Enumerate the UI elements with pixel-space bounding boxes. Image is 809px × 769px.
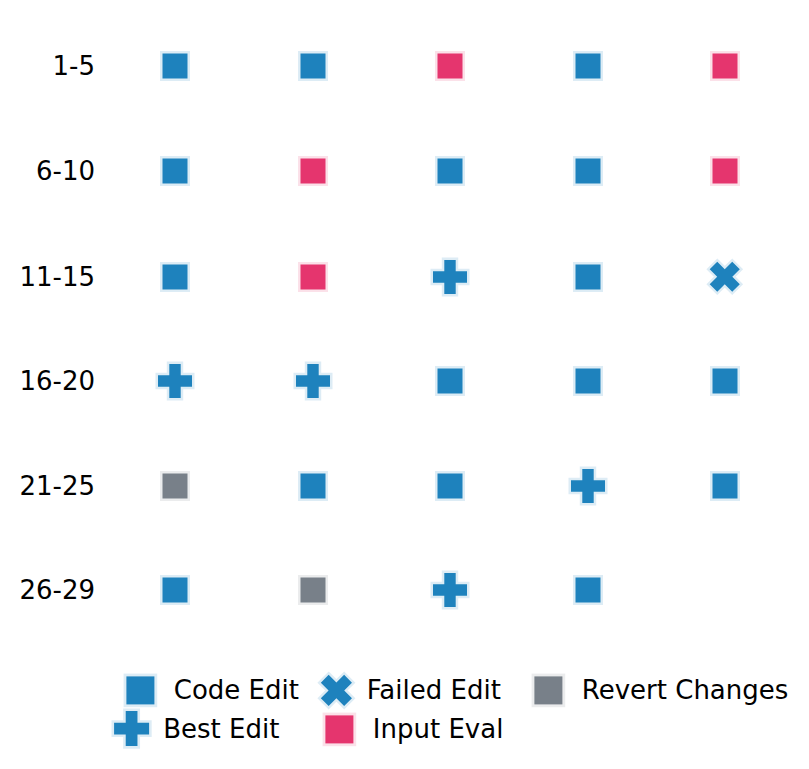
plus-icon — [430, 257, 470, 297]
square-icon — [293, 257, 333, 297]
square-icon — [155, 257, 195, 297]
legend-item-best-edit: Best Edit — [111, 709, 279, 749]
legend-label: Code Edit — [174, 675, 299, 705]
plus-icon — [430, 570, 470, 610]
y-tick-label: 11-15 — [0, 259, 95, 295]
marker-best-edit — [293, 361, 333, 401]
legend-label: Revert Changes — [582, 675, 789, 705]
square-icon — [430, 361, 470, 401]
square-icon — [118, 668, 163, 713]
marker-input-eval — [293, 257, 333, 297]
marker-code-edit — [568, 361, 608, 401]
x-icon — [317, 671, 356, 710]
square-icon — [705, 46, 745, 86]
marker-input-eval — [293, 151, 333, 191]
marker-code-edit — [705, 361, 745, 401]
square-icon — [317, 707, 362, 752]
marker-code-edit — [155, 257, 195, 297]
square-icon — [155, 46, 195, 86]
square-icon — [430, 151, 470, 191]
marker-code-edit — [568, 570, 608, 610]
y-tick-label: 26-29 — [0, 572, 95, 608]
legend-item-failed-edit: Failed Edit — [317, 670, 501, 710]
legend-label: Best Edit — [163, 714, 279, 744]
marker-best-edit — [430, 570, 470, 610]
square-icon — [705, 151, 745, 191]
marker-code-edit — [430, 151, 470, 191]
legend-item-input-eval: Input Eval — [317, 709, 503, 749]
legend-label: Failed Edit — [367, 675, 501, 705]
plus-icon — [293, 361, 333, 401]
marker-input-eval — [705, 151, 745, 191]
square-icon — [568, 46, 608, 86]
marker-failed-edit — [706, 258, 744, 296]
square-icon — [155, 466, 195, 506]
marker-input-eval — [705, 46, 745, 86]
marker-code-edit — [155, 151, 195, 191]
marker-code-edit — [430, 361, 470, 401]
square-icon — [155, 151, 195, 191]
legend-item-code-edit: Code Edit — [118, 670, 299, 710]
marker-best-edit — [430, 257, 470, 297]
square-icon — [293, 46, 333, 86]
square-icon — [568, 361, 608, 401]
y-tick-label: 6-10 — [0, 153, 95, 189]
square-icon — [293, 466, 333, 506]
x-icon — [706, 258, 744, 296]
square-icon — [430, 46, 470, 86]
y-tick-label: 1-5 — [0, 48, 95, 84]
marker-code-edit — [705, 466, 745, 506]
marker-code-edit — [293, 466, 333, 506]
square-icon — [705, 361, 745, 401]
legend-label: Input Eval — [373, 714, 504, 744]
square-icon — [526, 668, 571, 713]
square-icon — [430, 466, 470, 506]
y-tick-label: 21-25 — [0, 468, 95, 504]
square-icon — [568, 257, 608, 297]
square-icon — [155, 570, 195, 610]
marker-code-edit — [155, 570, 195, 610]
marker-revert-changes — [293, 570, 333, 610]
marker-best-edit — [568, 466, 608, 506]
marker-code-edit — [430, 466, 470, 506]
marker-revert-changes — [155, 466, 195, 506]
marker-code-edit — [293, 46, 333, 86]
scatter-chart-figure: 1-5 6-10 11-15 16-20 21-25 26-29 Code Edit Fai… — [0, 0, 809, 769]
marker-code-edit — [155, 46, 195, 86]
square-icon — [705, 466, 745, 506]
marker-code-edit — [568, 257, 608, 297]
square-icon — [293, 151, 333, 191]
plus-icon — [111, 708, 152, 749]
square-icon — [293, 570, 333, 610]
plus-icon — [568, 466, 608, 506]
y-tick-label: 16-20 — [0, 363, 95, 399]
square-icon — [568, 570, 608, 610]
marker-input-eval — [430, 46, 470, 86]
marker-code-edit — [568, 151, 608, 191]
marker-code-edit — [568, 46, 608, 86]
square-icon — [568, 151, 608, 191]
plus-icon — [155, 361, 195, 401]
legend-item-revert-changes: Revert Changes — [526, 670, 788, 710]
marker-best-edit — [155, 361, 195, 401]
